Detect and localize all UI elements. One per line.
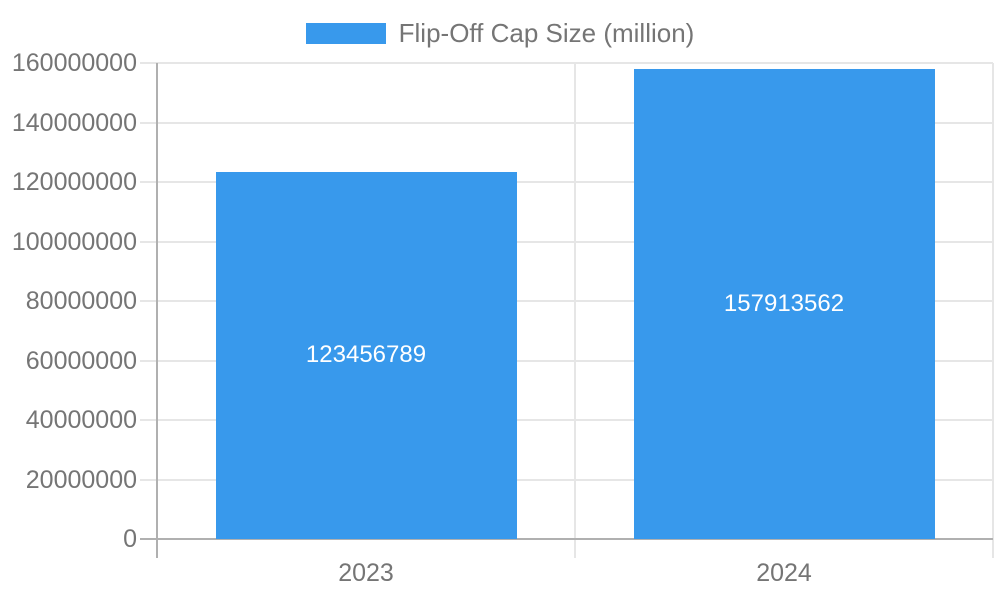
y-axis-tick-label: 100000000 bbox=[11, 227, 137, 256]
y-axis-tick-label: 0 bbox=[123, 525, 137, 553]
y-axis-tick-label: 120000000 bbox=[11, 168, 137, 196]
x-axis-category-label: 2023 bbox=[338, 559, 394, 587]
bar-value-label: 123456789 bbox=[305, 341, 427, 369]
y-axis-tick-label: 160000000 bbox=[11, 49, 137, 77]
y-axis-tick bbox=[140, 359, 157, 362]
y-axis-tick-label: 40000000 bbox=[25, 406, 137, 434]
y-axis-tick bbox=[140, 62, 157, 64]
x-axis-line bbox=[140, 538, 993, 540]
y-axis-tick bbox=[140, 121, 157, 124]
bar-2024 bbox=[633, 69, 935, 539]
gridline-vertical bbox=[992, 63, 994, 558]
y-axis-tick-label: 80000000 bbox=[25, 287, 137, 315]
bar-2023 bbox=[215, 171, 517, 539]
y-axis-tick bbox=[140, 181, 157, 183]
legend-swatch bbox=[305, 22, 386, 44]
y-axis-tick bbox=[140, 478, 157, 481]
y-axis-tick-label: 20000000 bbox=[25, 465, 137, 494]
y-axis-tick bbox=[140, 300, 157, 302]
y-axis-tick bbox=[140, 419, 157, 421]
x-axis-category-label: 2024 bbox=[756, 559, 812, 587]
bar-value-label: 157913562 bbox=[723, 290, 845, 318]
y-axis-tick-label: 60000000 bbox=[25, 346, 137, 375]
gridline-vertical bbox=[574, 63, 576, 558]
legend: Flip-Off Cap Size (million) bbox=[0, 20, 1000, 46]
legend-label: Flip-Off Cap Size (million) bbox=[398, 18, 695, 48]
y-axis-line bbox=[156, 63, 158, 558]
y-axis-tick-label: 140000000 bbox=[11, 108, 137, 137]
y-axis-tick bbox=[140, 240, 157, 243]
